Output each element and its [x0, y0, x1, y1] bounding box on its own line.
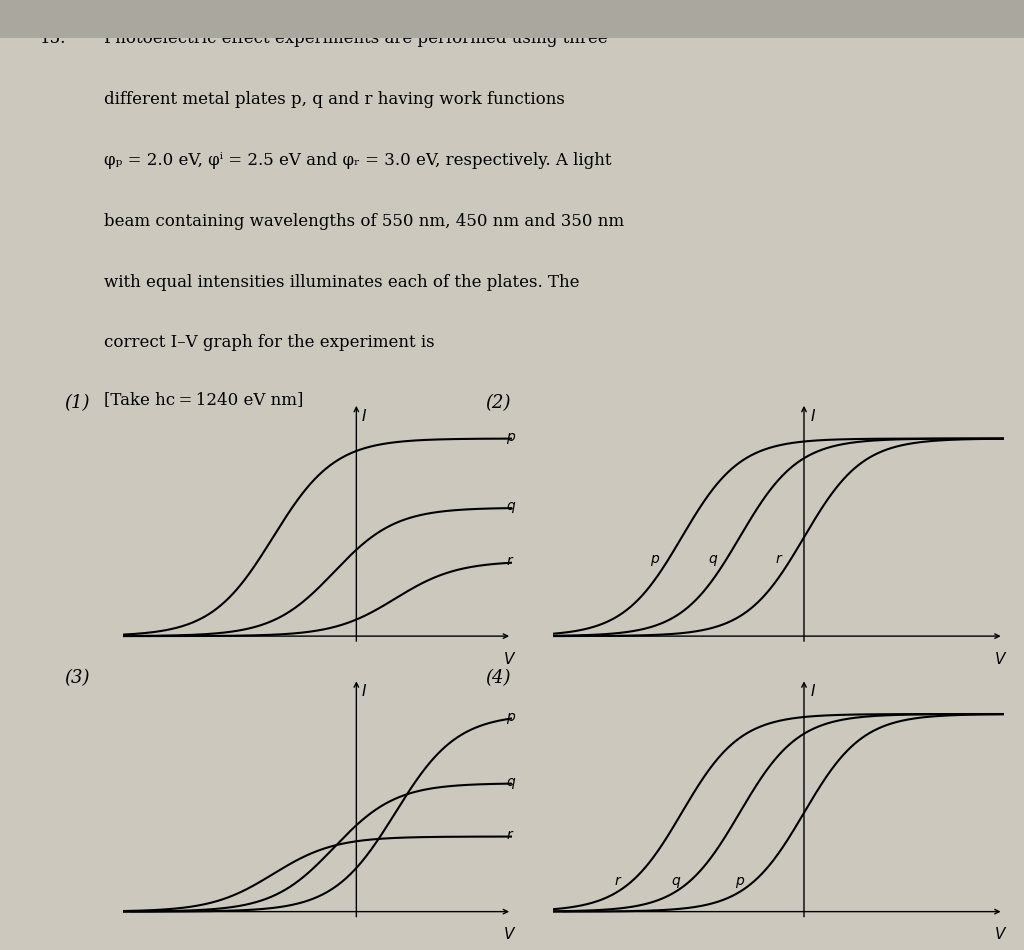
Text: with equal intensities illuminates each of the plates. The: with equal intensities illuminates each … — [104, 274, 580, 291]
Text: q: q — [507, 774, 515, 788]
Text: correct I–V graph for the experiment is: correct I–V graph for the experiment is — [104, 334, 434, 352]
Text: p: p — [735, 874, 744, 888]
Text: φₚ = 2.0 eV, φⁱ = 2.5 eV and φᵣ = 3.0 eV, respectively. A light: φₚ = 2.0 eV, φⁱ = 2.5 eV and φᵣ = 3.0 eV… — [104, 152, 611, 169]
Text: V: V — [504, 927, 514, 942]
Text: (3): (3) — [65, 670, 90, 688]
Text: I: I — [361, 684, 367, 699]
Text: r: r — [776, 552, 781, 565]
Text: r: r — [507, 554, 512, 568]
Text: V: V — [995, 927, 1006, 942]
Text: n: n — [5, 15, 15, 32]
Text: q: q — [671, 874, 680, 888]
Text: Photoelectric effect experiments are performed using three: Photoelectric effect experiments are per… — [104, 30, 607, 48]
Text: I: I — [810, 408, 815, 424]
Text: (2): (2) — [485, 394, 511, 412]
Text: p: p — [507, 429, 515, 444]
Text: q: q — [709, 552, 717, 565]
Text: (1): (1) — [65, 394, 90, 412]
Text: different metal plates p, q and r having work functions: different metal plates p, q and r having… — [104, 91, 565, 108]
Text: I: I — [361, 408, 367, 424]
Text: 15.: 15. — [40, 30, 67, 48]
Text: beam containing wavelengths of 550 nm, 450 nm and 350 nm: beam containing wavelengths of 550 nm, 4… — [104, 213, 625, 230]
Text: N: N — [993, 15, 1006, 32]
Text: (4): (4) — [485, 670, 511, 688]
Text: I: I — [810, 684, 815, 699]
Text: r: r — [507, 827, 512, 842]
Text: V: V — [504, 652, 514, 667]
Text: r: r — [614, 874, 621, 888]
Text: [Take hc = 1240 eV nm]: [Take hc = 1240 eV nm] — [104, 391, 303, 408]
Text: p: p — [650, 552, 659, 565]
Text: q: q — [507, 499, 515, 513]
Text: V: V — [995, 652, 1006, 667]
Text: p: p — [507, 711, 515, 724]
